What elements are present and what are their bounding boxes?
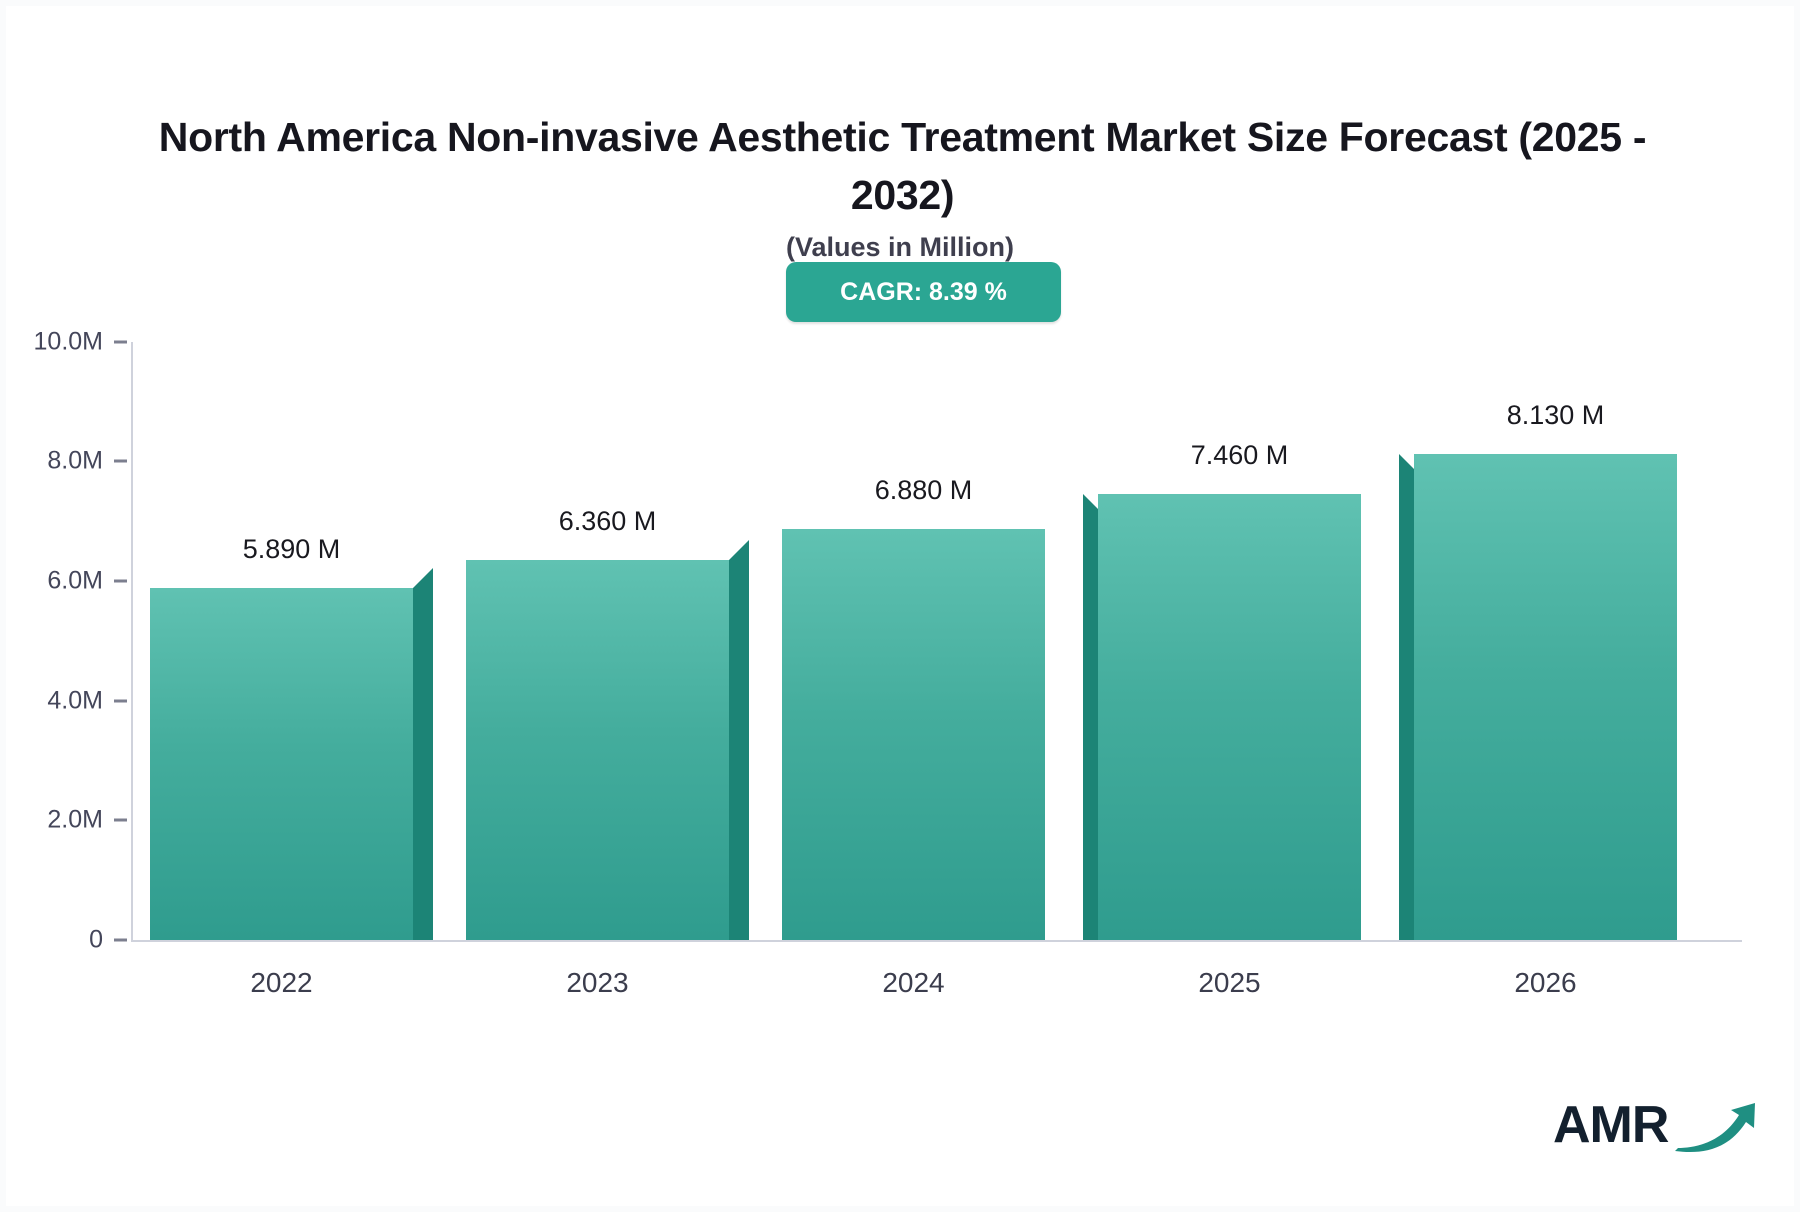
svg-text:AMR: AMR: [1553, 1096, 1669, 1154]
